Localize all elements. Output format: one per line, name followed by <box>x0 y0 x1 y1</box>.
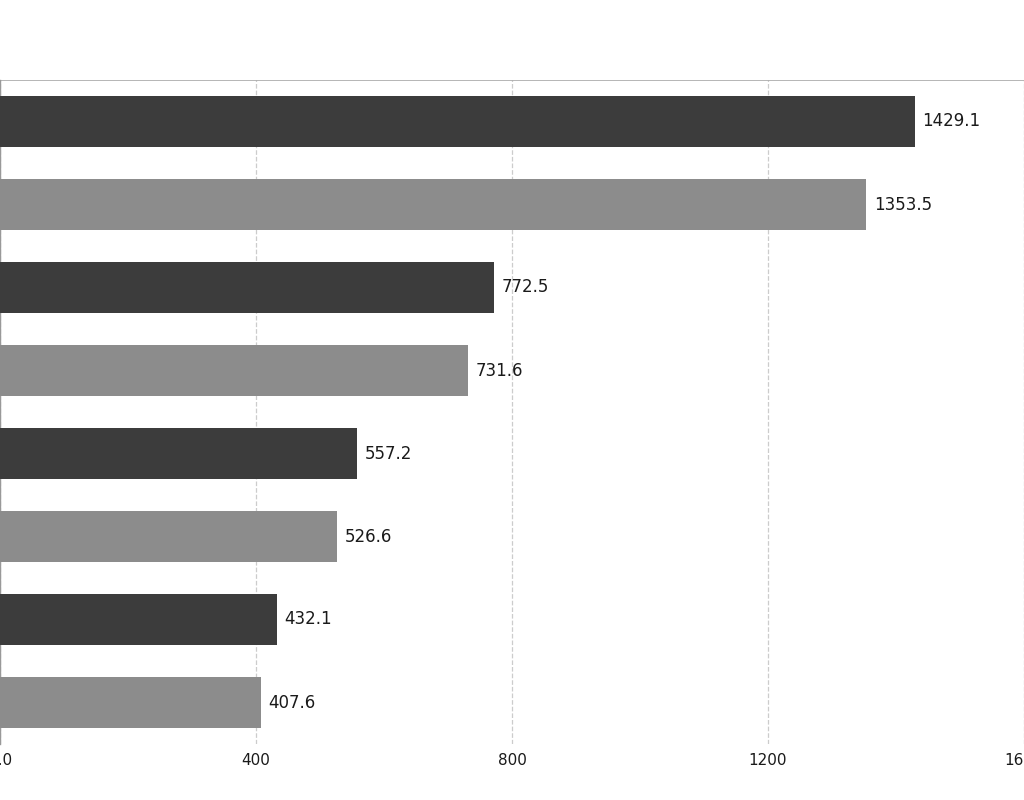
Bar <box>0 594 276 646</box>
Text: MEASURED IN SECONDS
LOWER IS BETTER: MEASURED IN SECONDS LOWER IS BETTER <box>820 25 1009 55</box>
Text: 772.5: 772.5 <box>502 278 550 297</box>
Text: 1353.5: 1353.5 <box>873 195 932 214</box>
Bar <box>0 262 495 314</box>
Bar <box>0 428 356 479</box>
Text: 557.2: 557.2 <box>365 445 412 462</box>
Bar <box>0 510 337 562</box>
Bar <box>0 345 468 396</box>
Text: TECHADDRESSED.COM: TECHADDRESSED.COM <box>407 763 617 781</box>
Text: 407.6: 407.6 <box>268 694 315 711</box>
Bar <box>0 677 261 728</box>
Text: 731.6: 731.6 <box>476 362 523 379</box>
Text: 526.6: 526.6 <box>345 527 392 546</box>
Text: 1429.1: 1429.1 <box>923 113 980 130</box>
Text: 432.1: 432.1 <box>285 610 332 629</box>
Bar <box>0 96 914 147</box>
Bar <box>0 178 866 230</box>
Text: LINUX KERNEL COMPILATION: LINUX KERNEL COMPILATION <box>15 18 785 62</box>
